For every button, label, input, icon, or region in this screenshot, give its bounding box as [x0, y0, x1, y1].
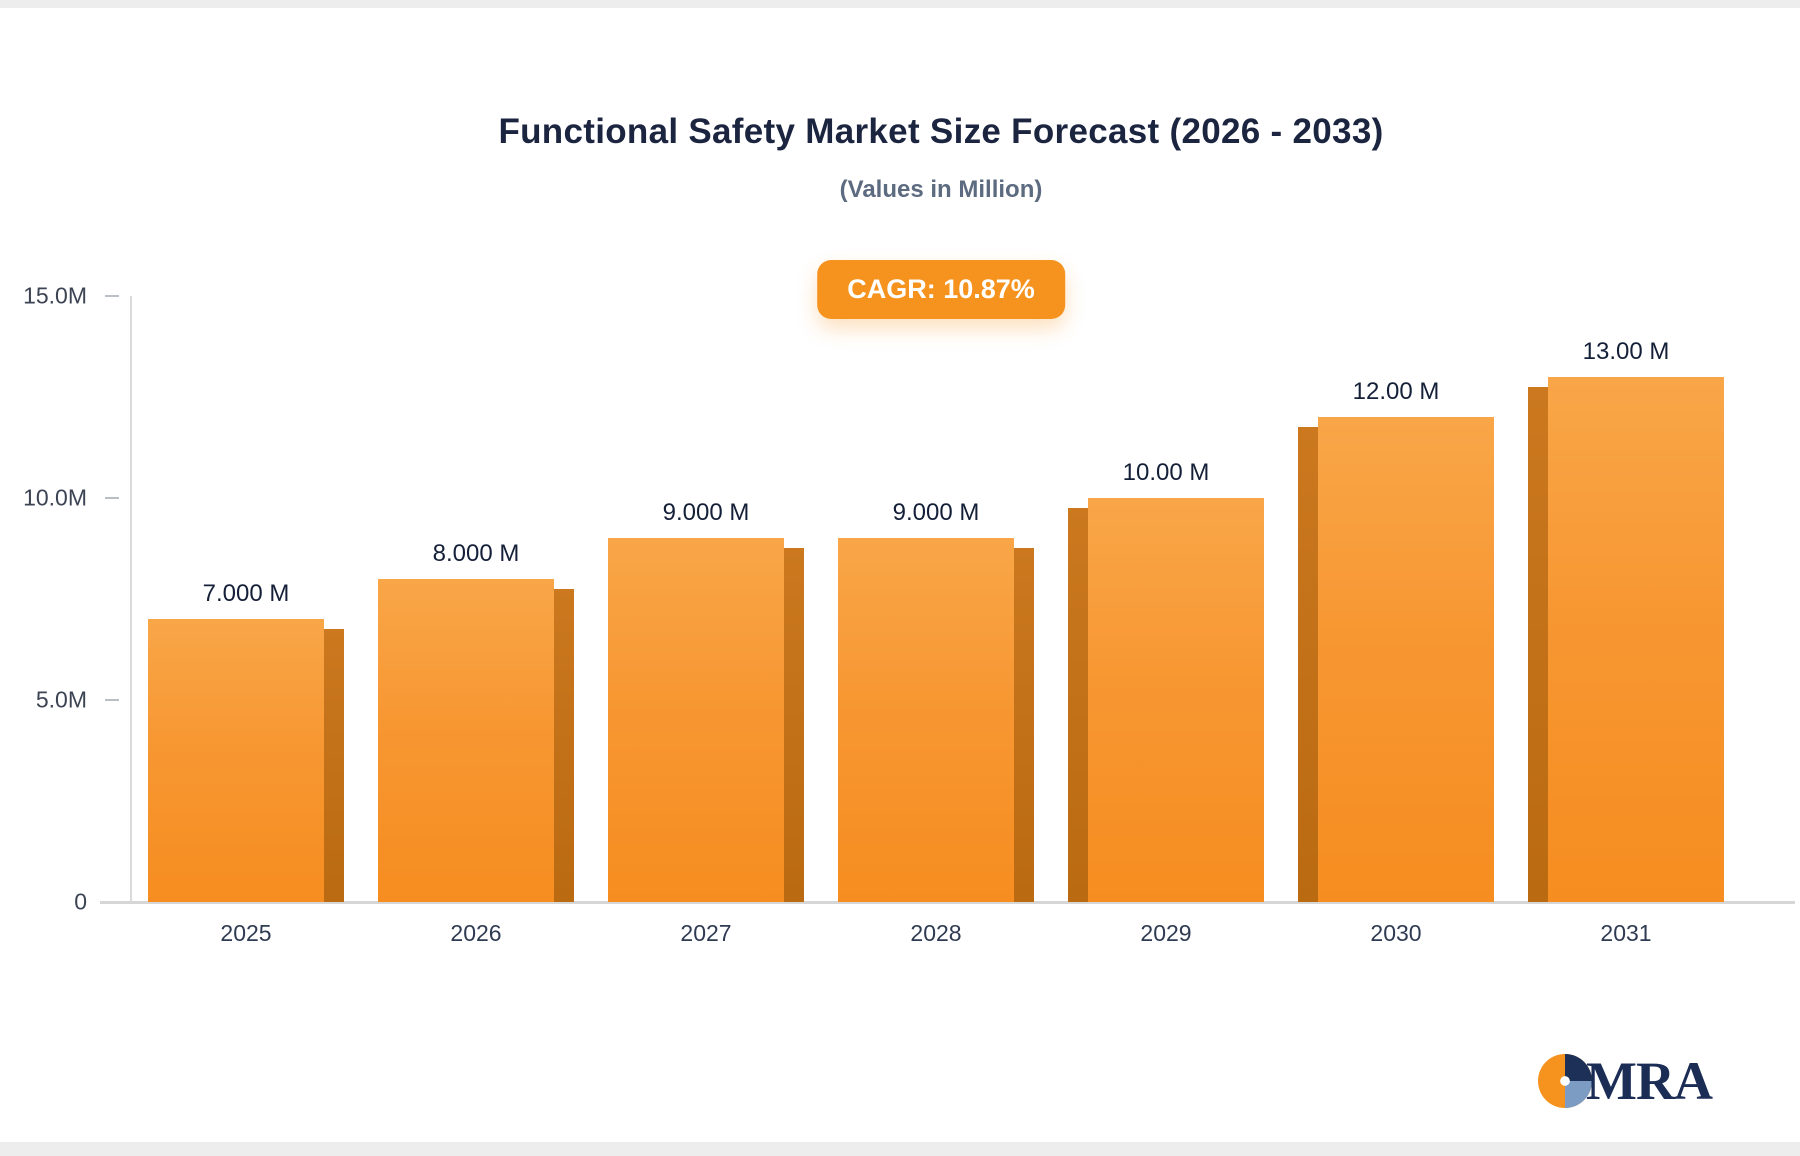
x-axis-label: 2028 [910, 920, 962, 946]
mra-logo-icon [1538, 1054, 1593, 1108]
y-tick-mark [105, 699, 119, 701]
bar-value-label: 8.000 M [432, 539, 520, 567]
x-axis-label: 2030 [1370, 920, 1422, 946]
bar-3d-side [1068, 508, 1088, 902]
bar-group: 8.000 M [361, 296, 591, 902]
bar-2025 [148, 619, 344, 902]
bar-2027 [608, 538, 804, 902]
mra-logo-text: MRA [1586, 1051, 1713, 1111]
bar-group: 9.000 M [591, 296, 821, 902]
y-tick-label: 0 [74, 888, 87, 915]
chart-subtitle: (Values in Million) [839, 176, 1043, 203]
bar-value-label: 9.000 M [892, 499, 980, 527]
y-tick-label: 10.0M [23, 484, 87, 511]
x-axis-label: 2025 [220, 920, 272, 946]
y-axis: 15.0M 10.0M 5.0M 0 [0, 283, 131, 915]
mra-logo: MRA [1538, 1051, 1713, 1111]
y-tick-label: 5.0M [35, 686, 87, 713]
bar-group: 9.000 M [821, 296, 1051, 902]
cagr-badge: CAGR: 10.87% [817, 260, 1065, 319]
bar-value-label: 13.00 M [1582, 337, 1670, 365]
bar-group: 12.00 M [1281, 296, 1511, 902]
x-axis-label: 2026 [450, 920, 502, 946]
y-tick-mark [105, 497, 119, 499]
y-tick-label: 15.0M [23, 282, 87, 309]
bar-3d-side [784, 548, 804, 902]
bar-group: 10.00 M [1051, 296, 1281, 902]
bar-2030 [1298, 417, 1494, 902]
x-axis-line [100, 901, 1795, 904]
bar-3d-side [1014, 548, 1034, 902]
y-tick-mark [105, 295, 119, 297]
bar-2029 [1068, 498, 1264, 902]
x-axis-labels: 2025 2026 2027 2028 2029 2030 2031 [131, 920, 1741, 947]
bar-3d-side [1528, 386, 1548, 902]
bar-3d-side [554, 588, 574, 902]
chart-title: Functional Safety Market Size Forecast (… [498, 112, 1384, 151]
x-axis-label: 2031 [1600, 920, 1652, 946]
bar-3d-side [1298, 427, 1318, 902]
bar-2031 [1528, 376, 1724, 902]
x-axis-label: 2027 [680, 920, 732, 946]
x-axis-label: 2029 [1140, 920, 1192, 946]
bar-group: 13.00 M [1511, 296, 1741, 902]
bar-2028 [838, 538, 1034, 902]
bar-value-label: 7.000 M [202, 580, 290, 608]
bar-value-label: 12.00 M [1352, 378, 1440, 406]
bar-group: 7.000 M [131, 296, 361, 902]
bar-3d-side [324, 629, 344, 902]
plot-area: 7.000 M 8.000 M 9.000 M 9.000 M 10.00 M 12.00… [131, 296, 1741, 902]
y-axis-line [130, 296, 132, 903]
bar-2026 [378, 578, 574, 902]
bar-value-label: 9.000 M [662, 499, 750, 527]
bar-value-label: 10.00 M [1122, 459, 1210, 486]
